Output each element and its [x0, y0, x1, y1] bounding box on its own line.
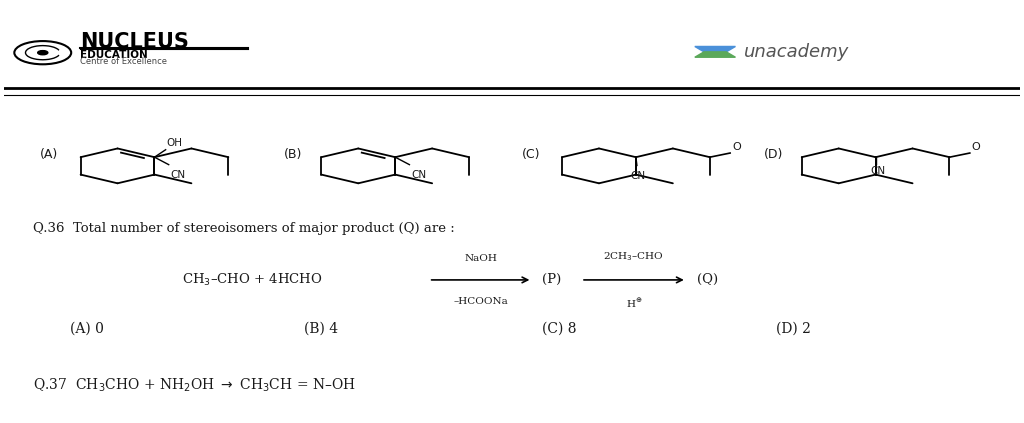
- Text: EDUCATION: EDUCATION: [80, 50, 148, 60]
- Text: CN: CN: [171, 170, 186, 180]
- Text: OH: OH: [167, 138, 182, 148]
- Text: NaOH: NaOH: [464, 253, 497, 263]
- Text: (C) 8: (C) 8: [543, 321, 577, 335]
- Text: (B) 4: (B) 4: [304, 321, 338, 335]
- Polygon shape: [695, 47, 735, 52]
- Text: Centre of Excellence: Centre of Excellence: [80, 57, 167, 66]
- Text: NUCLEUS: NUCLEUS: [80, 32, 189, 52]
- Text: (D) 2: (D) 2: [776, 321, 811, 335]
- Text: Q.36  Total number of stereoisomers of major product (Q) are :: Q.36 Total number of stereoisomers of ma…: [33, 222, 455, 235]
- Text: (A): (A): [40, 148, 58, 161]
- Text: CN: CN: [631, 171, 645, 181]
- Polygon shape: [695, 52, 735, 57]
- Text: Q.37  CH$_3$CHO + NH$_2$OH $\rightarrow$ CH$_3$CH = N–OH: Q.37 CH$_3$CHO + NH$_2$OH $\rightarrow$ …: [33, 377, 355, 394]
- Text: CH$_3$–CHO + 4HCHO: CH$_3$–CHO + 4HCHO: [182, 272, 323, 288]
- Text: O: O: [972, 142, 981, 152]
- Text: (C): (C): [522, 148, 541, 161]
- Text: –HCOONa: –HCOONa: [454, 297, 508, 305]
- Text: CN: CN: [870, 166, 885, 176]
- Text: O: O: [732, 142, 741, 152]
- Text: (P): (P): [543, 273, 562, 286]
- Text: H$^{\oplus}$: H$^{\oplus}$: [626, 297, 642, 310]
- Text: unacademy: unacademy: [743, 43, 849, 61]
- Circle shape: [38, 51, 48, 55]
- Text: (B): (B): [284, 148, 302, 161]
- Text: (A) 0: (A) 0: [71, 321, 104, 335]
- Text: 2CH$_3$–CHO: 2CH$_3$–CHO: [603, 250, 665, 263]
- Text: (Q): (Q): [697, 273, 718, 286]
- Text: CN: CN: [412, 170, 427, 180]
- Text: (D): (D): [764, 148, 783, 161]
